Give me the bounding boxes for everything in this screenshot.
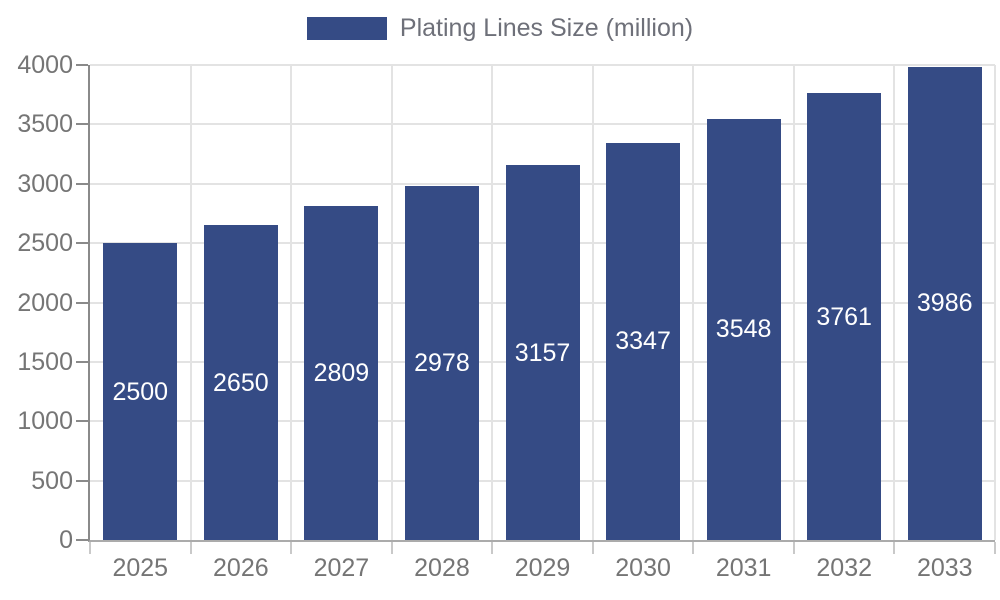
x-axis-label: 2030 xyxy=(615,554,671,582)
x-axis: 2025 2026 2027 2028 2029 2030 2031 2032 2033 xyxy=(90,551,995,585)
x-axis-tick xyxy=(591,542,594,554)
y-axis-label: 3000 xyxy=(17,169,73,198)
y-axis-tick xyxy=(76,539,88,541)
x-axis-tick xyxy=(89,542,91,554)
x-axis-label: 2031 xyxy=(715,554,772,582)
x-axis-tick xyxy=(189,542,192,554)
bar-2025[interactable]: 2500 xyxy=(103,243,178,540)
y-axis-label: 1500 xyxy=(17,347,73,376)
plot-area: 2500 2650 2809 2978 3157 3347 3548 3761 3986 xyxy=(76,64,996,554)
x-axis-tick xyxy=(491,542,494,554)
x-axis-label: 2029 xyxy=(514,554,571,582)
bar-value-label: 3986 xyxy=(916,289,973,318)
bar-2030[interactable]: 3347 xyxy=(606,142,681,540)
gridline-horizontal xyxy=(90,123,995,126)
bar-value-label: 2809 xyxy=(313,359,370,388)
gridline-vertical xyxy=(491,65,494,540)
gridline-vertical xyxy=(692,65,695,540)
bar-2033[interactable]: 3986 xyxy=(907,66,982,540)
y-axis-tick xyxy=(76,360,88,363)
bar-2031[interactable]: 3548 xyxy=(706,118,781,540)
gridline-horizontal xyxy=(90,64,995,66)
y-axis-label: 2500 xyxy=(17,229,73,258)
bar-value-label: 2650 xyxy=(213,368,269,397)
legend-item[interactable]: Plating Lines Size (million) xyxy=(0,14,1000,43)
bar-2026[interactable]: 2650 xyxy=(203,225,278,540)
gridline-vertical xyxy=(189,65,192,540)
x-axis-tick xyxy=(893,542,896,554)
legend-swatch-icon xyxy=(306,17,387,40)
y-axis-tick xyxy=(76,242,88,245)
x-axis-tick xyxy=(290,542,293,554)
x-axis-tick xyxy=(390,542,393,554)
y-axis-tick xyxy=(76,479,88,482)
bar-value-label: 2500 xyxy=(112,377,169,406)
y-axis-tick xyxy=(76,182,88,185)
x-axis-label: 2028 xyxy=(414,554,470,582)
y-axis: 0 500 1000 1500 2000 2500 3000 3500 4000 xyxy=(0,51,73,554)
gridline-vertical xyxy=(290,65,293,540)
y-axis-tick xyxy=(76,123,88,126)
y-axis-tick xyxy=(76,301,88,304)
x-axis-label: 2027 xyxy=(313,554,370,582)
y-axis-label: 1000 xyxy=(17,407,73,436)
y-axis-label: 4000 xyxy=(17,51,73,79)
x-axis-label: 2033 xyxy=(916,554,973,582)
gridline-vertical xyxy=(591,65,594,540)
bar-value-label: 2978 xyxy=(414,349,470,378)
bar-2029[interactable]: 3157 xyxy=(505,165,580,540)
x-axis-tick xyxy=(994,542,996,554)
y-axis-tick xyxy=(76,420,88,423)
bar-2028[interactable]: 2978 xyxy=(404,186,479,540)
bar-2027[interactable]: 2809 xyxy=(304,206,379,540)
gridline-vertical xyxy=(792,65,795,540)
y-axis-label: 3500 xyxy=(17,110,73,139)
y-axis-label: 0 xyxy=(59,526,73,554)
bar-value-label: 3157 xyxy=(514,338,571,367)
gridline-vertical xyxy=(893,65,896,540)
y-axis-tick xyxy=(76,64,88,66)
y-axis-label: 2000 xyxy=(17,288,73,317)
x-axis-label: 2026 xyxy=(213,554,269,582)
legend-label: Plating Lines Size (million) xyxy=(399,14,694,42)
gridline-vertical xyxy=(994,65,996,540)
bar-value-label: 3548 xyxy=(715,315,772,344)
bar-2032[interactable]: 3761 xyxy=(807,93,882,540)
x-axis-tick xyxy=(792,542,795,554)
y-axis-label: 500 xyxy=(31,466,73,495)
x-axis-label: 2025 xyxy=(112,554,169,582)
bar-value-label: 3761 xyxy=(816,302,872,331)
x-axis-label: 2032 xyxy=(816,554,873,582)
x-axis-tick xyxy=(692,542,695,554)
gridline-vertical xyxy=(390,65,393,540)
bar-value-label: 3347 xyxy=(615,327,671,356)
